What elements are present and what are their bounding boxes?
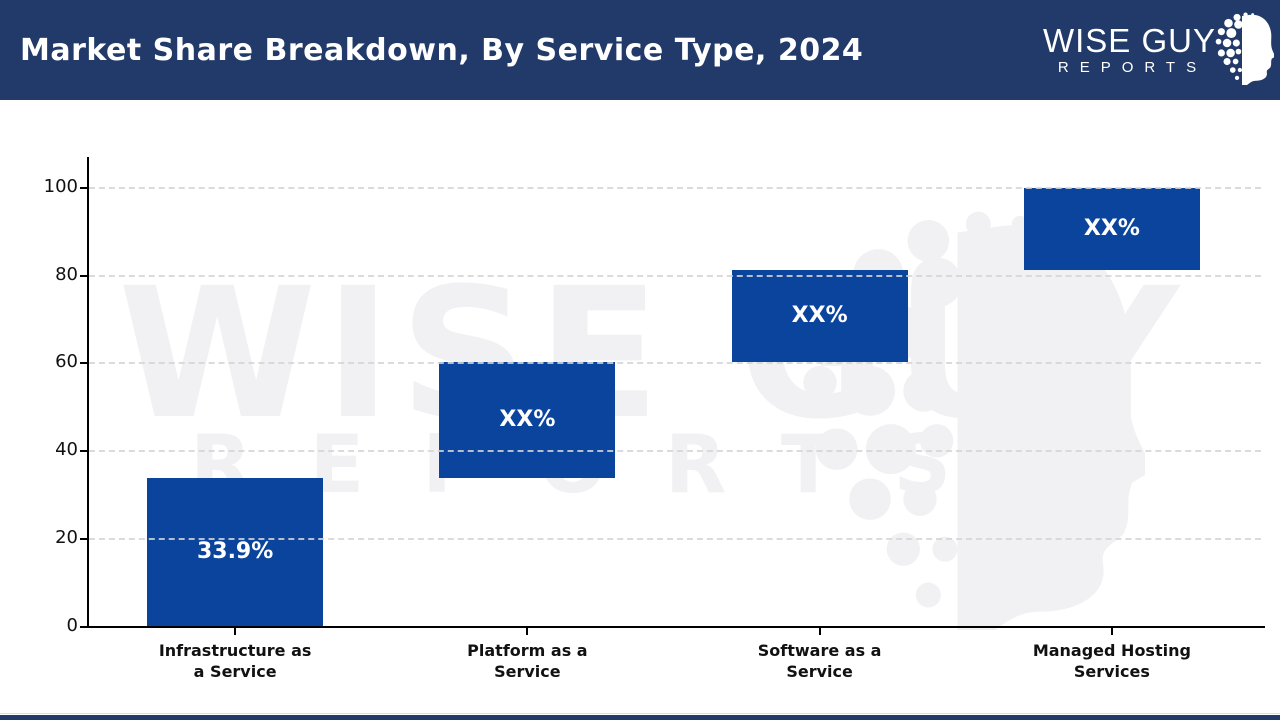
x-category-label: Infrastructure as a Service xyxy=(105,640,365,682)
x-category-label-line: Service xyxy=(494,662,561,681)
y-tick-mark xyxy=(80,274,87,277)
bar-value-label: XX% xyxy=(791,303,848,329)
y-tick-label: 60 xyxy=(55,351,78,373)
bar-segment xyxy=(731,270,908,362)
dotted-face-logo-icon xyxy=(1210,4,1276,96)
y-tick-label: 100 xyxy=(43,175,78,197)
y-tick-label: 80 xyxy=(55,263,78,285)
bar-value-label: XX% xyxy=(1083,215,1140,241)
x-tick-mark xyxy=(818,628,821,635)
x-category-label-line: Platform as a xyxy=(467,641,588,660)
x-category-label: Platform as a Service xyxy=(397,640,657,682)
gridline-20 xyxy=(89,538,1261,541)
x-category-label: Managed Hosting Services xyxy=(982,640,1242,682)
y-tick-mark xyxy=(80,450,87,453)
y-axis-spine xyxy=(87,157,89,628)
x-category-label-line: Software as a xyxy=(757,641,882,660)
x-category-label-line: a Service xyxy=(193,662,277,681)
x-axis-spine xyxy=(87,626,1265,628)
gridline-100 xyxy=(89,186,1261,189)
gridline-80 xyxy=(89,274,1261,277)
x-tick-mark xyxy=(1110,628,1113,635)
y-tick-mark xyxy=(80,626,87,628)
footer-bar xyxy=(0,715,1280,720)
bar-value-label: XX% xyxy=(499,407,556,433)
y-tick-mark xyxy=(80,362,87,365)
brand-logo-text: WISE GUY REPORTS xyxy=(1043,23,1216,77)
header-bar: Market Share Breakdown, By Service Type,… xyxy=(0,0,1280,100)
brand-logo-subtitle: REPORTS xyxy=(1057,59,1208,76)
gridline-40 xyxy=(89,450,1261,453)
x-category-label-line: Infrastructure as xyxy=(158,641,312,660)
bar-segment xyxy=(147,478,324,627)
y-tick-mark xyxy=(80,538,87,541)
brand-logo-name: WISE GUY xyxy=(1042,22,1216,59)
x-category-label-line: Services xyxy=(1073,662,1150,681)
bottom-hairline xyxy=(0,713,1280,714)
bar-value-label: 33.9% xyxy=(196,539,274,565)
x-category-label: Software as a Service xyxy=(690,640,950,682)
bar-segment xyxy=(1023,187,1200,271)
bar-segment xyxy=(439,362,616,479)
x-tick-mark xyxy=(234,628,237,635)
x-category-label-line: Managed Hosting xyxy=(1032,641,1191,660)
y-tick-label: 0 xyxy=(66,615,78,636)
y-tick-mark xyxy=(80,186,87,189)
y-tick-label: 20 xyxy=(55,527,78,549)
page-title: Market Share Breakdown, By Service Type,… xyxy=(20,32,864,68)
brand-logo: WISE GUY REPORTS xyxy=(1043,4,1276,96)
gridline-60 xyxy=(89,362,1261,365)
y-tick-label: 40 xyxy=(55,439,78,461)
x-tick-mark xyxy=(526,628,529,635)
x-category-label-line: Service xyxy=(786,662,853,681)
